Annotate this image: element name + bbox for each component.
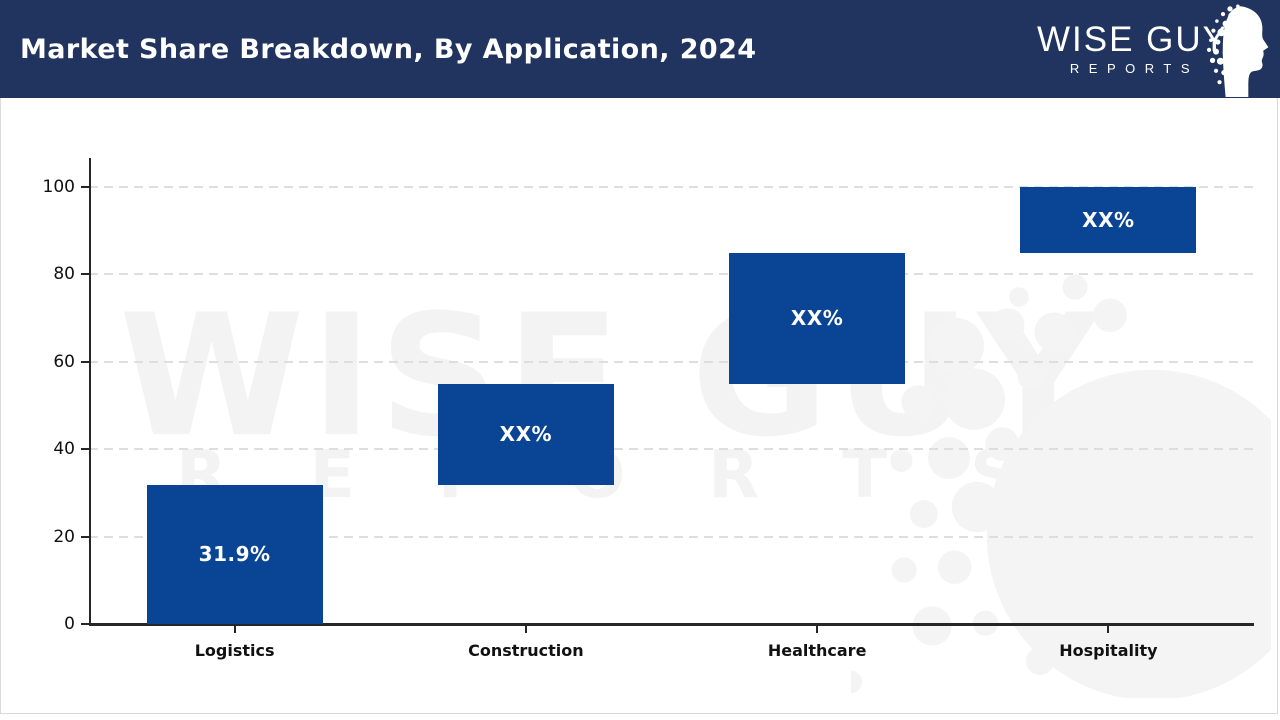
plot-area: 0 20 40 60 80 100 31.9% Logistics XX% Constructio… — [1, 98, 1277, 713]
bar-value-label: XX% — [1082, 207, 1135, 232]
gridline-60 — [89, 360, 1254, 363]
y-axis-line — [89, 158, 91, 626]
gridline-100 — [89, 186, 1254, 188]
bar-logistics: 31.9% — [146, 484, 323, 624]
bar-value-label: XX% — [790, 306, 844, 331]
bar-value-label: 31.9% — [198, 542, 271, 567]
brand-name: WISE GUY — [1036, 20, 1228, 59]
brand-subname: REPORTS — [1069, 61, 1200, 76]
y-tick-100 — [81, 186, 89, 188]
gridline-80 — [89, 273, 1254, 276]
y-tick-40 — [81, 448, 89, 451]
x-tick-2 — [816, 625, 819, 633]
y-tick-label-60: 60 — [53, 351, 75, 372]
y-tick-80 — [81, 273, 89, 276]
gridline-20 — [89, 535, 1254, 538]
x-category-label: Logistics — [194, 641, 275, 660]
page-title: Market Share Breakdown, By Application, … — [20, 33, 757, 65]
y-tick-60 — [81, 360, 89, 363]
x-category-label: Construction — [468, 641, 584, 660]
x-tick-0 — [233, 625, 236, 633]
y-tick-0 — [81, 623, 89, 625]
y-tick-label-20: 20 — [53, 526, 75, 547]
gridline-40 — [89, 448, 1254, 451]
brand-logo: WISE GUY REPORTS — [1037, 1, 1278, 97]
x-tick-1 — [524, 625, 527, 633]
y-tick-label-100: 100 — [42, 177, 75, 197]
brand-logo-text: WISE GUY REPORTS — [1037, 22, 1228, 76]
x-tick-3 — [1107, 625, 1110, 633]
bar-hospitality: XX% — [1020, 187, 1197, 253]
x-category-label: Healthcare — [767, 641, 867, 660]
bar-construction: XX% — [437, 383, 614, 485]
x-category-label: Hospitality — [1059, 641, 1158, 660]
x-axis-line — [89, 623, 1254, 626]
bar-value-label: XX% — [499, 422, 553, 447]
bar-healthcare: XX% — [729, 252, 906, 384]
header-bar: Market Share Breakdown, By Application, … — [0, 0, 1280, 98]
y-tick-label-0: 0 — [64, 614, 75, 634]
y-tick-label-40: 40 — [53, 439, 75, 460]
head-profile-icon — [1206, 4, 1269, 97]
y-tick-20 — [81, 535, 89, 538]
y-tick-label-80: 80 — [53, 264, 75, 285]
chart-body: WISE GUY R E P O R T S 02040608010031.9%… — [0, 98, 1278, 714]
